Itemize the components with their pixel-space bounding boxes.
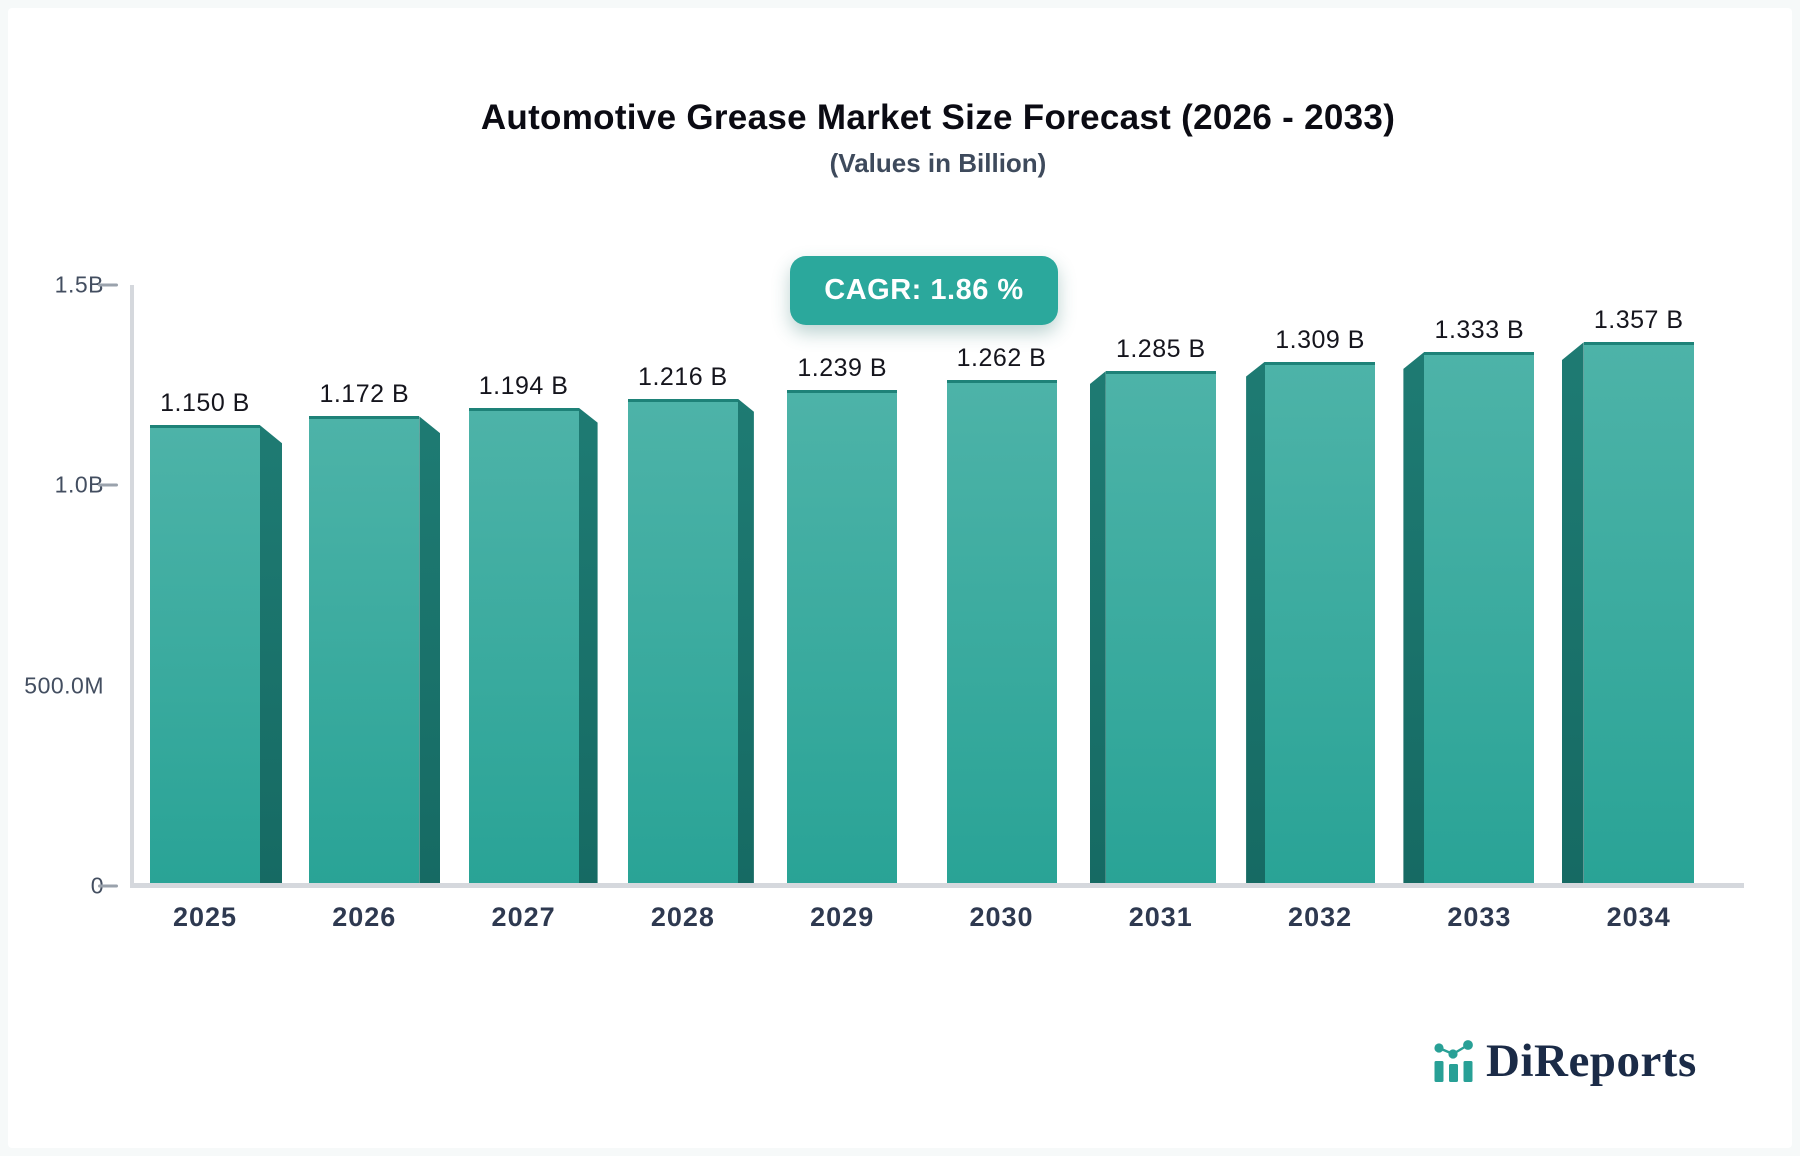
bar-side-face [737, 398, 754, 886]
y-axis-line [130, 285, 134, 888]
bar-side-face [1403, 351, 1425, 886]
bar-face [1105, 371, 1216, 886]
bar-value-label: 1.262 B [956, 344, 1047, 373]
bar-face [1265, 361, 1376, 886]
bar-2025[interactable] [150, 425, 282, 886]
y-axis-label: 500.0M [24, 672, 104, 699]
x-axis-label: 2026 [332, 902, 397, 932]
chart-title: Automotive Grease Market Size Forecast (… [480, 98, 1396, 137]
bar-2029[interactable] [787, 389, 898, 886]
bar-side-face [1561, 342, 1584, 886]
bar-face [627, 398, 738, 886]
direports-logo-icon [1434, 1040, 1473, 1082]
x-axis-label: 2028 [650, 902, 715, 932]
bar-value-label: 1.309 B [1275, 325, 1365, 354]
y-axis-tick [98, 283, 118, 287]
bar-face [1424, 351, 1535, 886]
y-axis-label: 0 [90, 872, 104, 899]
bar-value-label: 1.285 B [1115, 335, 1206, 364]
bar-value-label: 1.333 B [1434, 315, 1525, 344]
y-axis-tick [98, 483, 118, 487]
bar-side-face [260, 425, 282, 886]
y-axis-label: 1.0B [54, 471, 104, 498]
bar-side-face [578, 407, 598, 886]
bar-value-label: 1.216 B [638, 362, 728, 391]
bar-2027[interactable] [468, 407, 598, 886]
bar-value-label: 1.150 B [160, 389, 250, 418]
bar-face [1583, 342, 1694, 886]
bar-side-face [419, 416, 441, 886]
y-axis-tick [98, 884, 118, 888]
bar-2033[interactable] [1403, 351, 1535, 886]
x-axis-label: 2027 [491, 902, 556, 932]
bar-face [468, 407, 579, 886]
bar-side-face [1246, 361, 1266, 886]
x-axis-label: 2034 [1606, 902, 1671, 932]
bar-2030[interactable] [946, 380, 1057, 886]
bar-2032[interactable] [1246, 361, 1376, 886]
bar-value-label: 1.194 B [478, 371, 569, 400]
direports-logo-text: DiReports [1486, 1034, 1697, 1087]
y-axis-label: 1.5B [54, 271, 104, 298]
bar-side-face [1089, 371, 1106, 886]
x-axis-label: 2032 [1288, 902, 1353, 932]
direports-logo: DiReports [1432, 1034, 1697, 1088]
x-axis-label: 2030 [969, 902, 1034, 932]
cagr-badge-label: CAGR: 1.86 % [824, 274, 1024, 306]
cagr-badge: CAGR: 1.86 % [790, 256, 1058, 325]
bar-value-label: 1.172 B [319, 380, 410, 409]
bar-value-label: 1.239 B [797, 353, 888, 382]
chart-subtitle: (Values in Billion) [829, 148, 1047, 178]
bar-face [150, 425, 260, 886]
bar-face [787, 389, 898, 886]
x-axis-label: 2031 [1128, 902, 1193, 932]
x-axis-line [130, 883, 1744, 888]
bar-face [946, 380, 1057, 886]
bar-2034[interactable] [1561, 342, 1694, 886]
x-axis-label: 2025 [172, 902, 238, 932]
bar-2026[interactable] [309, 416, 441, 886]
x-axis-label: 2033 [1447, 902, 1512, 932]
bar-2028[interactable] [627, 398, 754, 886]
bar-2031[interactable] [1089, 371, 1216, 886]
bar-face [309, 416, 420, 886]
bar-value-label: 1.357 B [1593, 306, 1684, 335]
x-axis-label: 2029 [810, 902, 875, 932]
